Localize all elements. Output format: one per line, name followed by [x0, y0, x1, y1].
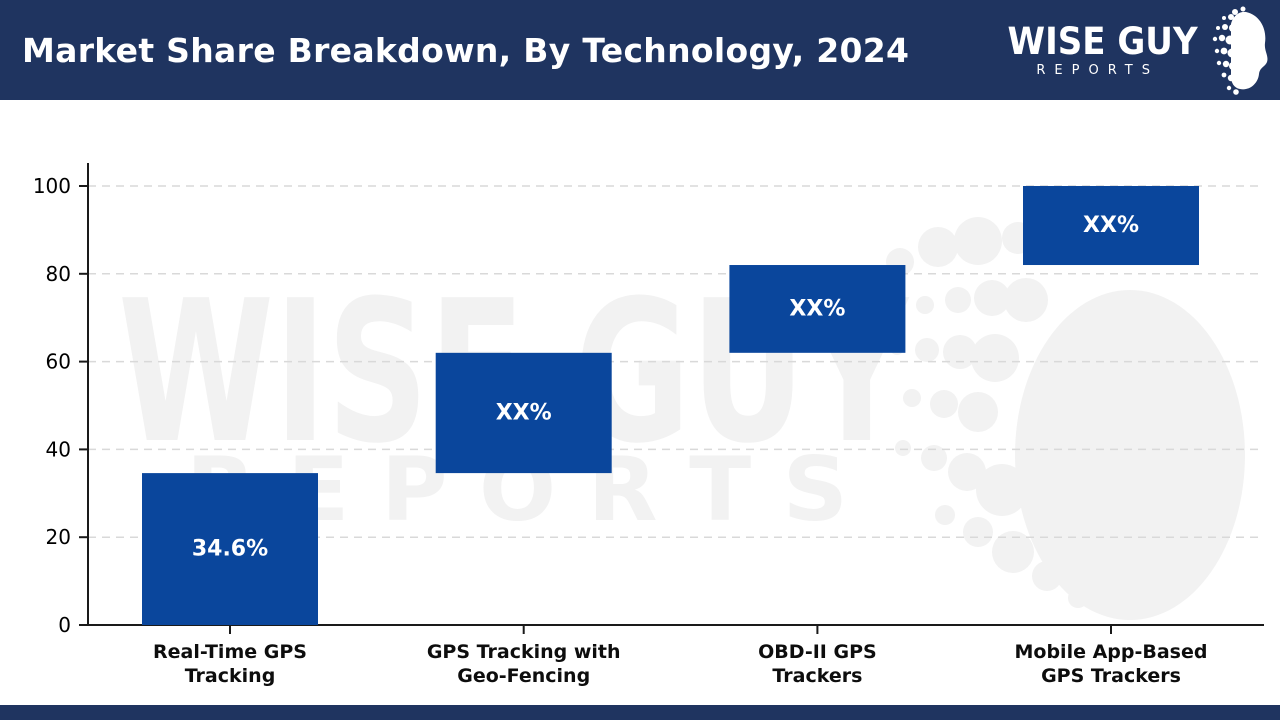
logo-head-icon	[1212, 6, 1268, 95]
y-tick-label: 40	[46, 437, 71, 461]
bar-segment	[729, 265, 906, 353]
watermark-dot	[963, 517, 993, 547]
bar-value-label: 34.6%	[192, 537, 268, 562]
watermark-dot	[948, 453, 986, 491]
watermark-dot	[895, 440, 911, 456]
y-tick-label: 100	[33, 174, 71, 198]
watermark-dot	[918, 227, 958, 267]
bar-value-label: XX%	[1083, 213, 1139, 238]
watermark-dot	[903, 389, 921, 407]
category-label: Mobile App-Based GPS Trackers	[1015, 641, 1208, 687]
watermark-dot	[954, 217, 1002, 265]
bar-value-label: XX%	[789, 296, 845, 321]
brand-logo: WISE GUY REPORTS	[991, 4, 1280, 96]
watermark-dot	[974, 280, 1010, 316]
bar-value-label: XX%	[496, 400, 552, 425]
chart-title: Market Share Breakdown, By Technology, 2…	[22, 30, 910, 70]
footer-band	[0, 705, 1280, 720]
brand-name: WISE GUY	[1007, 20, 1198, 63]
watermark-dot	[1004, 278, 1048, 322]
watermark-dot	[915, 338, 939, 362]
y-tick-label: 0	[58, 613, 71, 637]
header-band: Market Share Breakdown, By Technology, 2…	[0, 0, 1280, 100]
watermark-dot	[1030, 478, 1114, 562]
y-tick-label: 60	[46, 350, 71, 374]
watermark-dot	[916, 296, 934, 314]
y-tick-label: 80	[46, 262, 71, 286]
category-label: GPS Tracking with Geo-Fencing	[427, 641, 621, 687]
category-label: Real-Time GPS Tracking	[153, 641, 307, 687]
watermark-dot	[943, 335, 977, 369]
watermark-dot	[935, 505, 955, 525]
brand-logo-text: WISE GUY REPORTS	[991, 23, 1198, 77]
brand-subtitle: REPORTS	[1036, 63, 1159, 78]
watermark-head-shape	[1015, 290, 1245, 620]
bar-segment	[1023, 186, 1199, 266]
watermark-dot	[976, 464, 1028, 516]
bar-segment	[142, 473, 318, 625]
watermark-dot	[945, 287, 971, 313]
watermark-dot	[930, 390, 958, 418]
category-label: OBD-II GPS Trackers	[758, 641, 877, 687]
y-tick-label: 20	[46, 525, 71, 549]
watermark-dot	[921, 445, 947, 471]
watermark-dot	[992, 531, 1034, 573]
bar-segment	[435, 352, 612, 474]
watermark-dot	[971, 334, 1019, 382]
watermark-dot	[958, 392, 998, 432]
